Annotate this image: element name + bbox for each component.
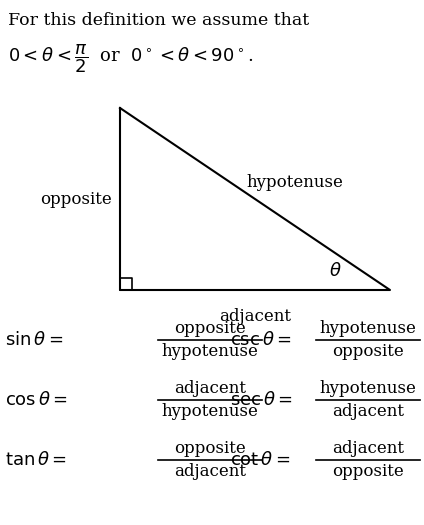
- Text: opposite: opposite: [40, 191, 112, 207]
- Text: opposite: opposite: [174, 440, 246, 457]
- Text: hypotenuse: hypotenuse: [162, 343, 259, 360]
- Text: $\cot\theta =$: $\cot\theta =$: [230, 451, 290, 469]
- Text: $\sec\theta =$: $\sec\theta =$: [230, 391, 293, 409]
- Text: hypotenuse: hypotenuse: [162, 403, 259, 420]
- Text: $\csc\theta =$: $\csc\theta =$: [230, 331, 292, 349]
- Text: hypotenuse: hypotenuse: [247, 174, 343, 191]
- Text: $\sin\theta =$: $\sin\theta =$: [5, 331, 63, 349]
- Text: opposite: opposite: [332, 463, 404, 480]
- Text: $\tan\theta =$: $\tan\theta =$: [5, 451, 67, 469]
- Text: opposite: opposite: [332, 343, 404, 360]
- Text: adjacent: adjacent: [174, 380, 246, 397]
- Text: For this definition we assume that: For this definition we assume that: [8, 12, 309, 29]
- Text: opposite: opposite: [174, 320, 246, 337]
- Text: $\theta$: $\theta$: [329, 262, 341, 280]
- Text: $0 < \theta < \dfrac{\pi}{2}$  or  $0^\circ < \theta < 90^\circ$.: $0 < \theta < \dfrac{\pi}{2}$ or $0^\cir…: [8, 42, 253, 75]
- Text: adjacent: adjacent: [332, 403, 404, 420]
- Text: adjacent: adjacent: [174, 463, 246, 480]
- Text: adjacent: adjacent: [219, 308, 291, 325]
- Text: adjacent: adjacent: [332, 440, 404, 457]
- Text: hypotenuse: hypotenuse: [320, 320, 416, 337]
- Text: hypotenuse: hypotenuse: [320, 380, 416, 397]
- Text: $\cos\theta =$: $\cos\theta =$: [5, 391, 68, 409]
